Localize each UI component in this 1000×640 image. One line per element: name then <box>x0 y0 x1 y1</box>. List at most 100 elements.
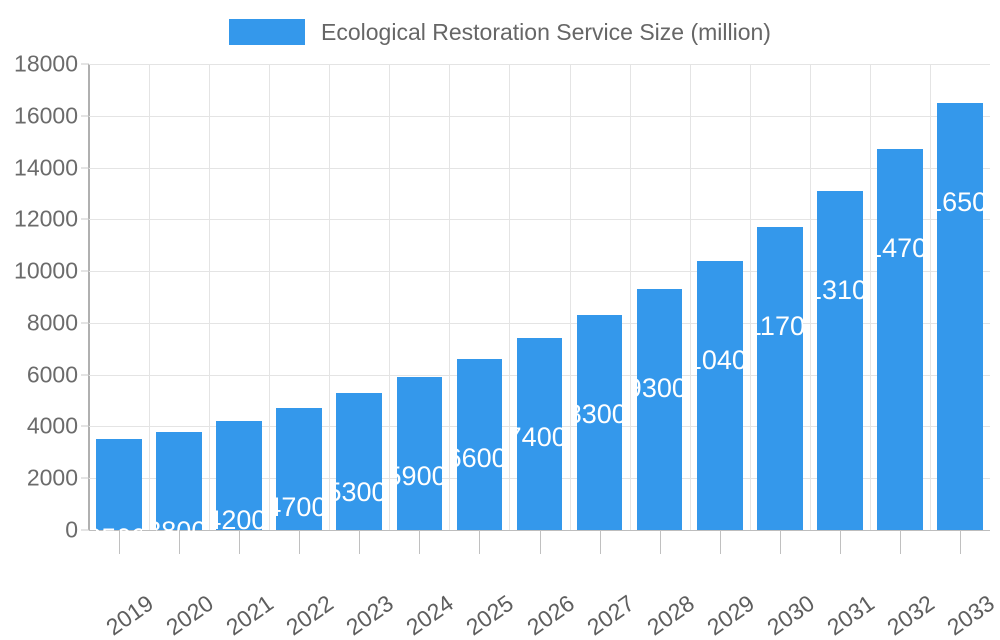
x-tick-mark-2026 <box>540 530 541 554</box>
x-tick-mark-2021 <box>239 530 240 554</box>
bar-group[interactable]: 13100 <box>810 64 870 530</box>
bar-value-clip: 4700 <box>276 494 322 528</box>
y-tick-mark-12000 <box>81 218 89 220</box>
y-tick-label-10000: 10000 <box>14 257 78 284</box>
x-tick-mark-2027 <box>600 530 601 554</box>
y-tick-label-0: 0 <box>65 516 78 543</box>
y-tick-mark-18000 <box>81 63 89 65</box>
chart-legend: Ecological Restoration Service Size (mil… <box>0 14 1000 50</box>
gridline-x-12 <box>810 64 811 530</box>
bar-value-clip: 4200 <box>216 507 262 541</box>
gridline-x-5 <box>389 64 390 530</box>
bar-chart: Ecological Restoration Service Size (mil… <box>0 14 1000 640</box>
bar[interactable] <box>216 421 262 530</box>
gridline-x-3 <box>269 64 270 530</box>
bar-value-label: 13100 <box>817 276 863 305</box>
bar-value-label: 10400 <box>697 346 743 375</box>
gridline-x-7 <box>509 64 510 530</box>
bar[interactable] <box>396 377 443 530</box>
y-tick-mark-2000 <box>81 477 89 479</box>
bar[interactable] <box>696 260 743 530</box>
y-tick-mark-4000 <box>81 425 89 427</box>
bar-value-clip: 11700 <box>757 313 803 347</box>
x-tick-mark-2023 <box>359 530 360 554</box>
y-tick-mark-16000 <box>81 115 89 117</box>
y-tick-label-8000: 8000 <box>26 309 78 336</box>
bar-value-clip: 5900 <box>397 463 443 497</box>
bar[interactable] <box>276 408 323 530</box>
y-tick-label-12000: 12000 <box>14 205 78 232</box>
bar-group[interactable]: 10400 <box>690 64 750 530</box>
gridline-x-9 <box>630 64 631 530</box>
legend-label-ecological-restoration-service-size[interactable]: Ecological Restoration Service Size (mil… <box>321 18 771 45</box>
bar-value-clip: 16500 <box>937 189 983 223</box>
bar-value-label: 8300 <box>577 401 623 430</box>
y-tick-label-14000: 14000 <box>14 154 78 181</box>
bar-group[interactable]: 7400 <box>509 64 569 530</box>
gridline-x-11 <box>750 64 751 530</box>
bar-group[interactable]: 3800 <box>149 64 209 544</box>
bar-group[interactable]: 11700 <box>750 64 810 530</box>
bar[interactable] <box>756 227 803 530</box>
bar-value-label: 4200 <box>216 507 262 536</box>
gridline-x-1 <box>149 64 150 530</box>
bar-value-clip: 5300 <box>336 479 382 513</box>
y-tick-mark-8000 <box>81 322 89 324</box>
gridline-x-10 <box>690 64 691 530</box>
gridline-y-10000 <box>89 271 990 273</box>
bar[interactable] <box>456 359 503 530</box>
gridline-x-6 <box>449 64 450 530</box>
bar-group[interactable]: 14700 <box>870 64 930 530</box>
x-tick-mark-2025 <box>479 530 480 554</box>
bar[interactable] <box>937 102 983 530</box>
bar-group[interactable]: 4200 <box>209 64 269 534</box>
bar-group[interactable]: 6600 <box>449 64 509 530</box>
gridline-y-16000 <box>89 115 990 117</box>
y-tick-mark-14000 <box>81 167 89 169</box>
bar-value-clip: 14700 <box>877 235 923 269</box>
y-tick-label-4000: 4000 <box>26 412 78 439</box>
bar-value-label: 4700 <box>276 494 323 523</box>
bar-value-clip: 13100 <box>817 277 863 311</box>
x-tick-mark-2022 <box>299 530 300 554</box>
y-tick-mark-6000 <box>81 374 89 376</box>
bar-value-clip: 8300 <box>577 401 623 435</box>
bar-group[interactable]: 4700 <box>269 64 329 530</box>
x-tick-mark-2019 <box>119 530 120 554</box>
bar-value-clip: 9300 <box>637 375 683 409</box>
bar-value-label: 9300 <box>637 375 683 404</box>
x-tick-mark-2032 <box>900 530 901 554</box>
y-tick-label-16000: 16000 <box>14 102 78 129</box>
bar-value-clip: 7400 <box>517 424 563 458</box>
bar[interactable] <box>156 431 202 530</box>
bar-value-label: 5900 <box>397 463 443 492</box>
gridline-x-13 <box>870 64 871 530</box>
bar[interactable] <box>817 190 863 530</box>
bar[interactable] <box>96 439 142 530</box>
bar[interactable] <box>877 149 923 530</box>
gridline-x-4 <box>329 64 330 530</box>
bar[interactable] <box>576 315 623 530</box>
bar-group[interactable]: 5900 <box>389 64 449 530</box>
bar[interactable] <box>516 338 563 530</box>
y-tick-label-18000: 18000 <box>14 50 78 77</box>
bar-value-label: 5300 <box>336 478 383 507</box>
x-tick-label-2033: 2033 <box>942 589 999 640</box>
x-tick-mark-2033 <box>960 530 961 554</box>
bar-group[interactable]: 8300 <box>570 64 630 530</box>
bar-value-label: 7400 <box>517 424 563 453</box>
bar-group[interactable]: 16500 <box>930 64 990 530</box>
x-tick-mark-2028 <box>660 530 661 554</box>
bar[interactable] <box>636 289 683 530</box>
gridline-y-12000 <box>89 219 990 221</box>
bar-group[interactable]: 5300 <box>329 64 389 530</box>
y-tick-label-6000: 6000 <box>26 361 78 388</box>
bar-value-label: 11700 <box>757 313 803 342</box>
bar[interactable] <box>336 392 383 530</box>
y-tick-mark-10000 <box>81 270 89 272</box>
bar-group[interactable]: 3500 <box>89 64 149 552</box>
legend-swatch-ecological-restoration-service-size[interactable] <box>229 19 306 45</box>
bar-group[interactable]: 9300 <box>630 64 690 530</box>
gridline-x-2 <box>209 64 210 530</box>
bar-value-label: 14700 <box>877 235 923 264</box>
